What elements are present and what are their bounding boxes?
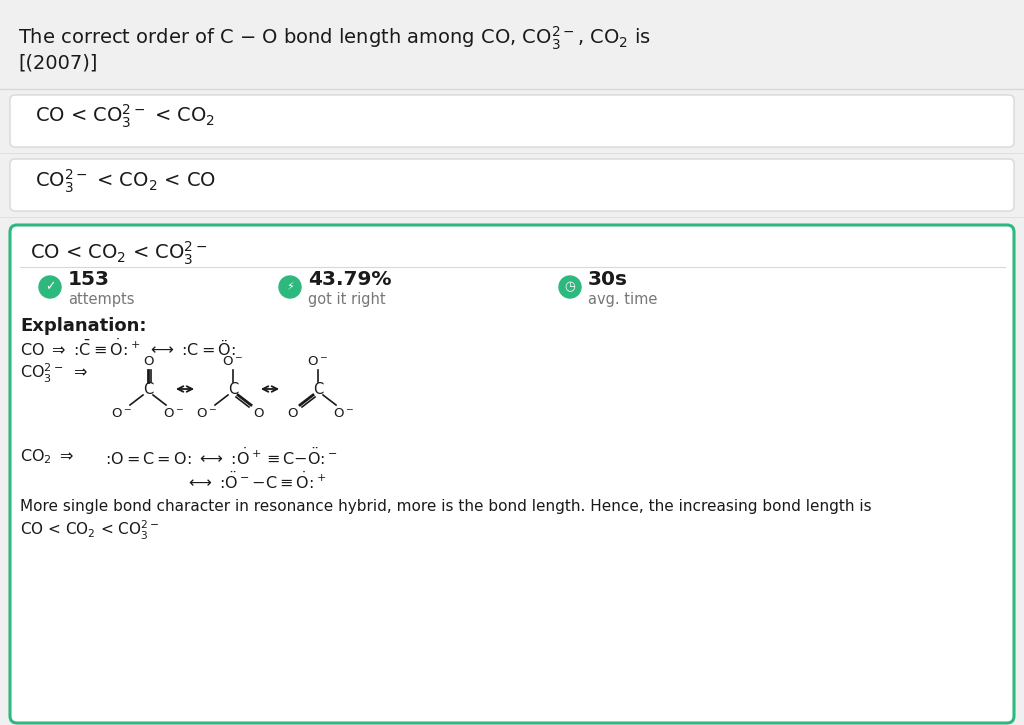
Text: O: O <box>254 407 264 420</box>
Text: CO$_3^{2-}$ $\Rightarrow$: CO$_3^{2-}$ $\Rightarrow$ <box>20 362 88 385</box>
Text: The correct order of C − O bond length among CO, CO$_3^{2-}$, CO$_2$ is: The correct order of C − O bond length a… <box>18 25 650 52</box>
Text: C: C <box>313 381 324 397</box>
Text: O$^-$: O$^-$ <box>307 355 329 368</box>
Text: avg. time: avg. time <box>588 291 657 307</box>
Text: ◷: ◷ <box>564 281 575 294</box>
FancyBboxPatch shape <box>10 159 1014 211</box>
Text: ⚡: ⚡ <box>286 282 294 292</box>
Text: $\longleftrightarrow$ :$\ddot{\rm O}$$^-$$-$C$\equiv$$\dot{\rm O}$:$^+$: $\longleftrightarrow$ :$\ddot{\rm O}$$^-… <box>185 471 327 492</box>
Text: O$^-$: O$^-$ <box>334 407 354 420</box>
Text: O$^-$: O$^-$ <box>222 355 244 368</box>
Text: CO < CO$_3^{2-}$ < CO$_2$: CO < CO$_3^{2-}$ < CO$_2$ <box>35 102 215 130</box>
Text: O$^-$: O$^-$ <box>197 407 217 420</box>
Circle shape <box>559 276 581 298</box>
Text: O: O <box>287 407 297 420</box>
Text: 43.79%: 43.79% <box>308 270 391 289</box>
FancyBboxPatch shape <box>10 95 1014 147</box>
Text: C: C <box>143 381 154 397</box>
Circle shape <box>39 276 61 298</box>
Text: O$^-$: O$^-$ <box>164 407 184 420</box>
Text: CO $\Rightarrow$ :$\mathdefault{\bar{C}}$$\equiv$$\mathdefault{\dot{O}}$:$^+$ $\: CO $\Rightarrow$ :$\mathdefault{\bar{C}}… <box>20 338 236 359</box>
Text: C: C <box>228 381 239 397</box>
Circle shape <box>279 276 301 298</box>
Text: CO < CO$_2$ < CO$_3^{2-}$: CO < CO$_2$ < CO$_3^{2-}$ <box>30 240 207 268</box>
Text: Explanation:: Explanation: <box>20 317 146 335</box>
FancyBboxPatch shape <box>10 225 1014 723</box>
Text: CO < CO$_2$ < CO$_3^{2-}$: CO < CO$_2$ < CO$_3^{2-}$ <box>20 519 159 542</box>
Text: got it right: got it right <box>308 291 386 307</box>
Text: 153: 153 <box>68 270 110 289</box>
Text: CO$_2$ $\Rightarrow$: CO$_2$ $\Rightarrow$ <box>20 447 75 465</box>
Text: [(2007)]: [(2007)] <box>18 53 97 72</box>
Text: ✓: ✓ <box>45 281 55 294</box>
Text: More single bond character in resonance hybrid, more is the bond length. Hence, : More single bond character in resonance … <box>20 499 871 514</box>
Text: :O$=$C$=$O: $\longleftrightarrow$ :$\dot{\rm O}$$^+$$\equiv$C$-\ddot{\rm O}$:$^-: :O$=$C$=$O: $\longleftrightarrow$ :$\dot… <box>105 447 338 468</box>
Text: O: O <box>142 355 154 368</box>
Text: 30s: 30s <box>588 270 628 289</box>
Text: attempts: attempts <box>68 291 134 307</box>
Text: O$^-$: O$^-$ <box>112 407 132 420</box>
Text: CO$_3^{2-}$ < CO$_2$ < CO: CO$_3^{2-}$ < CO$_2$ < CO <box>35 167 216 195</box>
